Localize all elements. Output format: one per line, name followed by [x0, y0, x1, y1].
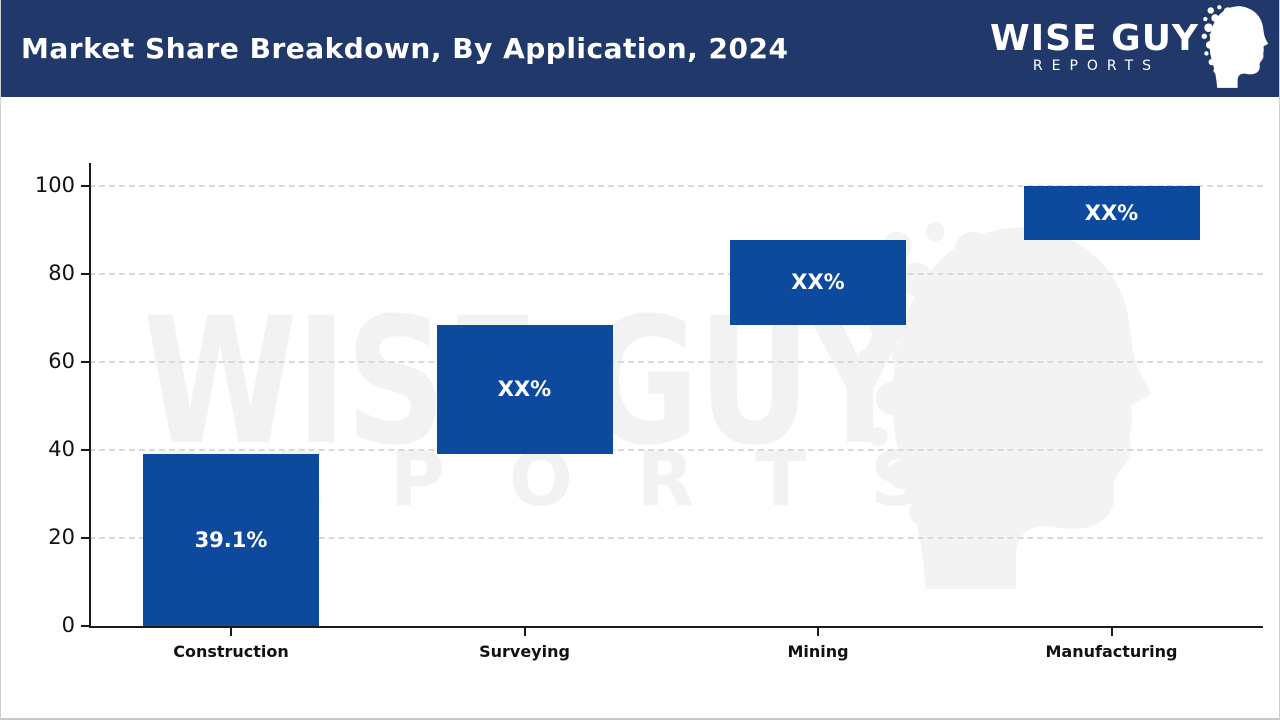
y-tick-label-20: 20 [48, 525, 75, 549]
y-axis-line [89, 163, 91, 628]
y-tick-label-0: 0 [61, 613, 75, 637]
bar-surveying: XX% [436, 325, 613, 454]
gridline-60 [89, 361, 1263, 363]
bar-mining: XX% [730, 239, 906, 326]
wiseguy-logo: WISE GUY REPORTS [990, 4, 1271, 90]
bar-manufacturing: XX% [1023, 186, 1200, 240]
gridline-40 [89, 449, 1263, 451]
y-tick-20 [81, 537, 89, 539]
bar-value-label-manufacturing: XX% [1084, 200, 1139, 225]
y-tick-40 [81, 449, 89, 451]
category-label-surveying: Surveying [479, 642, 570, 661]
logo-subtitle: REPORTS [1032, 58, 1161, 75]
x-axis-line [89, 626, 1263, 628]
gridline-80 [89, 273, 1263, 275]
y-tick-100 [81, 185, 89, 187]
category-label-manufacturing: Manufacturing [1045, 642, 1178, 661]
x-tick-surveying [523, 628, 526, 636]
category-label-mining: Mining [787, 642, 849, 661]
x-tick-manufacturing [1110, 628, 1113, 636]
y-tick-label-100: 100 [34, 173, 75, 197]
y-tick-label-80: 80 [48, 261, 75, 285]
y-tick-80 [81, 273, 89, 275]
logo-head-icon [1201, 5, 1269, 88]
bar-value-label-construction: 39.1% [194, 527, 268, 552]
logo-wordmark: WISE GUY [989, 17, 1199, 59]
bar-value-label-mining: XX% [791, 270, 845, 295]
category-label-construction: Construction [173, 642, 289, 661]
bar-value-label-surveying: XX% [497, 377, 552, 402]
logo-text: WISE GUY REPORTS [989, 17, 1199, 75]
gridline-100 [89, 185, 1263, 187]
y-tick-60 [81, 361, 89, 363]
y-tick-label-40: 40 [48, 437, 75, 461]
y-tick-label-60: 60 [48, 349, 75, 373]
chart-title: Market Share Breakdown, By Application, … [21, 32, 789, 65]
bar-construction: 39.1% [143, 453, 319, 626]
header: Market Share Breakdown, By Application, … [1, 0, 1279, 97]
chart-area: WISE GUY REPORTS 0 20 40 60 80 100 39.1% Constr… [1, 97, 1279, 718]
y-tick-0 [81, 625, 89, 627]
x-tick-construction [230, 628, 232, 636]
gridline-20 [89, 537, 1263, 539]
x-tick-mining [817, 628, 819, 636]
